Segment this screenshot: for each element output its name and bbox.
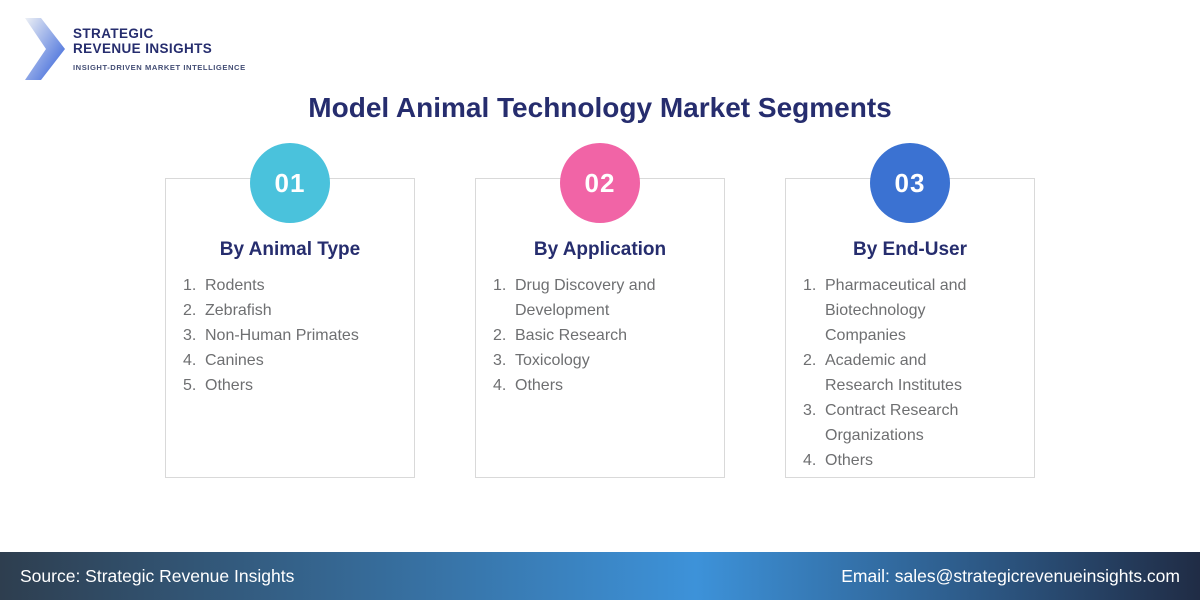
- segment-number: 03: [894, 167, 926, 198]
- segment-heading: By Application: [533, 239, 667, 260]
- list-item: 2. Basic Research: [493, 327, 628, 344]
- segment-number-badge-3: 03: [870, 143, 950, 223]
- list-item: 1. Rodents: [183, 277, 265, 294]
- segment-card-animal-type: 01 By Animal Type 1. Rodents 2. Zebrafish …: [165, 143, 415, 478]
- list-item: 2. Academic and Research Institutes: [803, 352, 962, 394]
- segment-number-badge-2: 02: [560, 143, 640, 223]
- segment-cards: 01 By Animal Type 1. Rodents 2. Zebrafish …: [165, 143, 1035, 478]
- list-item: 3. Non-Human Primates: [183, 327, 359, 344]
- segment-list: 1. Pharmaceutical and Biotechnology Compa…: [786, 273, 1034, 473]
- list-item: 3. Contract Research Organizations: [803, 402, 959, 444]
- brand-name-line1: STRATEGIC: [73, 26, 154, 41]
- segment-list: 1. Drug Discovery and Development 2. Basic…: [476, 273, 724, 398]
- segment-number: 02: [584, 167, 616, 198]
- list-item: 5. Others: [183, 377, 254, 394]
- footer-email: Email: sales@strategicrevenueinsights.co…: [841, 565, 1180, 586]
- brand-name-line2: REVENUE INSIGHTS: [73, 41, 213, 57]
- segment-number: 01: [274, 167, 306, 198]
- footer-source: Source: Strategic Revenue Insights: [20, 565, 295, 586]
- list-item: 4. Others: [493, 377, 564, 394]
- brand-tagline: INSIGHT-DRIVEN MARKET INTELLIGENCE: [73, 63, 246, 73]
- list-item: 2. Zebrafish: [183, 302, 272, 319]
- segment-heading: By Animal Type: [219, 239, 361, 260]
- list-item: 4. Canines: [183, 352, 264, 369]
- brand-logo: STRATEGIC REVENUE INSIGHTS INSIGHT-DRIVE…: [25, 18, 246, 80]
- list-item: 1. Drug Discovery and Development: [493, 277, 656, 319]
- list-item: 3. Toxicology: [493, 352, 590, 369]
- segment-number-badge-1: 01: [250, 143, 330, 223]
- list-item: 4. Others: [803, 452, 874, 469]
- page-title: Model Animal Technology Market Segments: [308, 92, 892, 123]
- list-item: 1. Pharmaceutical and Biotechnology Compa…: [803, 277, 967, 344]
- segment-list: 1. Rodents 2. Zebrafish 3. Non-Human Primat…: [166, 273, 414, 398]
- chevron-arrow-icon: [25, 18, 65, 80]
- segment-heading: By End-User: [852, 239, 968, 260]
- segment-card-application: 02 By Application 1. Drug Discovery and D…: [475, 143, 725, 478]
- brand-logo-text: STRATEGIC REVENUE INSIGHTS INSIGHT-DRIVE…: [73, 18, 246, 72]
- segment-card-end-user: 03 By End-User 1. Pharmaceutical and Biot…: [785, 143, 1035, 478]
- footer-bar: Source: Strategic Revenue Insights Email…: [0, 552, 1200, 600]
